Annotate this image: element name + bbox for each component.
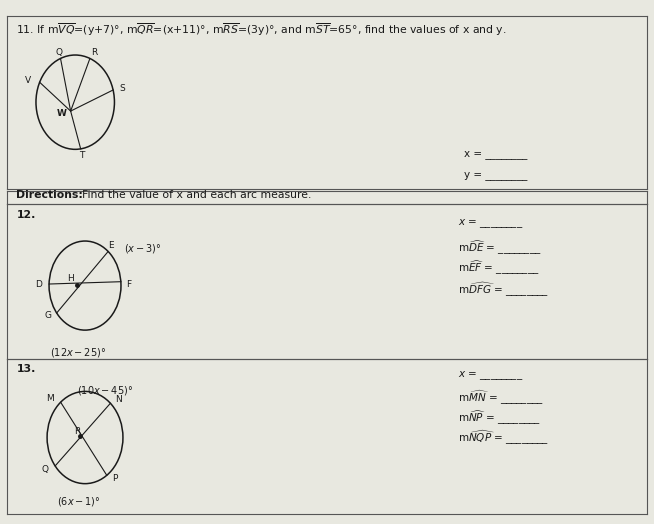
Text: $(x - 3)°$: $(x - 3)°$ [124,242,162,255]
Text: F: F [126,280,131,289]
Text: E: E [109,241,114,249]
Text: H: H [67,274,74,283]
Text: Directions:: Directions: [16,190,83,200]
Text: G: G [44,311,51,320]
Text: S: S [120,84,125,93]
Text: $(10x - 45)°$: $(10x - 45)°$ [77,384,133,397]
Text: m$\widehat{DE}$ = ________: m$\widehat{DE}$ = ________ [458,238,542,257]
Text: $(6x - 1)°$: $(6x - 1)°$ [57,495,100,508]
Text: $(12x - 25)°$: $(12x - 25)°$ [50,346,107,359]
Text: T: T [79,151,84,160]
Text: Q: Q [55,48,62,57]
Text: N: N [115,395,122,403]
Text: W: W [56,108,67,118]
Text: 13.: 13. [16,364,36,374]
Text: Q: Q [41,465,48,474]
Text: M: M [46,394,54,402]
Text: m$\widehat{EF}$ = ________: m$\widehat{EF}$ = ________ [458,259,540,278]
Text: m$\widehat{NP}$ = ________: m$\widehat{NP}$ = ________ [458,409,541,427]
Text: V: V [25,76,31,85]
Text: $x$ = ________: $x$ = ________ [458,369,523,382]
Text: m$\widehat{MN}$ = ________: m$\widehat{MN}$ = ________ [458,389,543,407]
Text: $x$ = ________: $x$ = ________ [458,217,523,230]
Text: P: P [112,474,117,483]
Text: R: R [74,427,80,436]
Text: m$\widehat{DFG}$ = ________: m$\widehat{DFG}$ = ________ [458,280,549,299]
Text: 12.: 12. [16,210,36,220]
Text: R: R [92,48,97,57]
Text: D: D [35,279,42,289]
Text: y = ________: y = ________ [464,170,528,180]
Text: m$\widehat{NQP}$ = ________: m$\widehat{NQP}$ = ________ [458,429,549,447]
Text: x = ________: x = ________ [464,149,528,159]
Text: Find the value of x and each arc measure.: Find the value of x and each arc measure… [82,190,311,200]
Text: 11. If m$\overline{VQ}$=(y+7)$°$, m$\overline{QR}$=(x+11)$°$, m$\overline{RS}$=(: 11. If m$\overline{VQ}$=(y+7)$°$, m$\ove… [16,21,507,38]
